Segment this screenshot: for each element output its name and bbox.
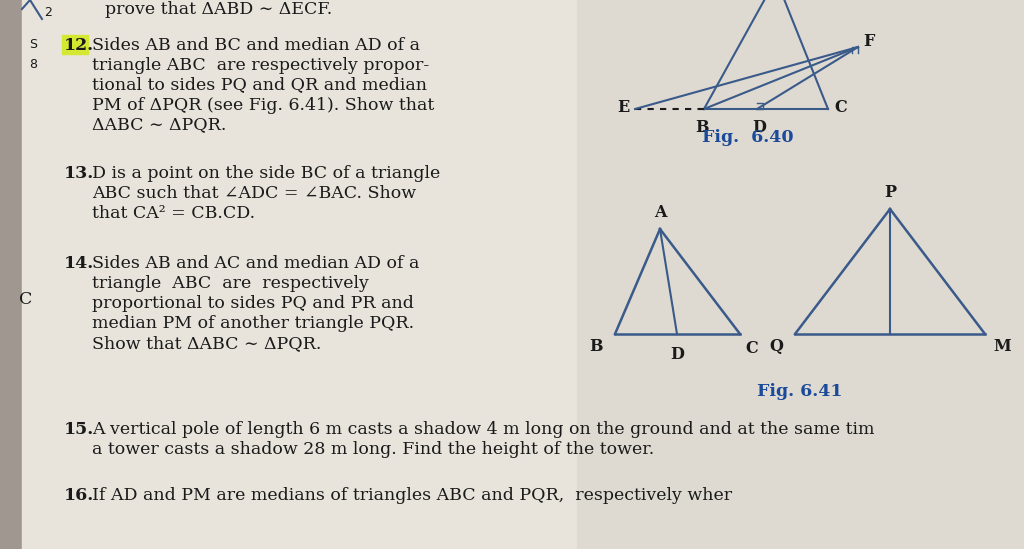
Text: prove that ΔABD ∼ ΔECF.: prove that ΔABD ∼ ΔECF. bbox=[105, 1, 332, 18]
Text: A: A bbox=[653, 204, 667, 221]
Text: triangle  ABC  are  respectively: triangle ABC are respectively bbox=[92, 276, 369, 293]
Text: D is a point on the side BC of a triangle: D is a point on the side BC of a triangl… bbox=[92, 165, 440, 182]
Text: ΔABC ∼ ΔPQR.: ΔABC ∼ ΔPQR. bbox=[92, 116, 226, 133]
Text: 2: 2 bbox=[44, 7, 52, 20]
Text: C: C bbox=[745, 340, 758, 357]
Text: Fig.  6.40: Fig. 6.40 bbox=[702, 128, 794, 145]
Text: 14.: 14. bbox=[63, 255, 94, 272]
Text: tional to sides PQ and QR and median: tional to sides PQ and QR and median bbox=[92, 76, 427, 93]
Text: Fig. 6.41: Fig. 6.41 bbox=[758, 383, 843, 400]
Text: a tower casts a shadow 28 m long. Find the height of the tower.: a tower casts a shadow 28 m long. Find t… bbox=[92, 441, 654, 458]
Text: that CA² = CB.CD.: that CA² = CB.CD. bbox=[92, 204, 255, 221]
Text: E: E bbox=[616, 98, 629, 115]
Bar bbox=[0, 0, 22, 549]
Text: F: F bbox=[863, 33, 874, 51]
Bar bbox=[22, 0, 577, 549]
Text: S: S bbox=[29, 38, 37, 52]
Text: C: C bbox=[834, 98, 847, 115]
Text: proportional to sides PQ and PR and: proportional to sides PQ and PR and bbox=[92, 295, 414, 312]
Text: M: M bbox=[993, 338, 1011, 355]
Text: triangle ABC  are respectively propor-: triangle ABC are respectively propor- bbox=[92, 57, 429, 74]
Bar bbox=[62, 35, 88, 54]
Bar bbox=[577, 0, 1024, 549]
Text: C: C bbox=[19, 290, 33, 307]
Text: Q: Q bbox=[769, 338, 783, 355]
Text: B: B bbox=[695, 119, 709, 136]
Text: 15.: 15. bbox=[63, 422, 94, 439]
Text: Sides AB and BC and median AD of a: Sides AB and BC and median AD of a bbox=[92, 36, 420, 53]
Text: 8: 8 bbox=[29, 59, 37, 71]
Text: ABC such that ∠ADC = ∠BAC. Show: ABC such that ∠ADC = ∠BAC. Show bbox=[92, 184, 416, 201]
Text: Show that ΔABC ∼ ΔPQR.: Show that ΔABC ∼ ΔPQR. bbox=[92, 335, 322, 352]
Text: A vertical pole of length 6 m casts a shadow 4 m long on the ground and at the s: A vertical pole of length 6 m casts a sh… bbox=[92, 422, 874, 439]
Text: D: D bbox=[670, 346, 684, 363]
Text: If AD and PM are medians of triangles ABC and PQR,  respectively wher: If AD and PM are medians of triangles AB… bbox=[92, 486, 732, 503]
Text: 16.: 16. bbox=[63, 486, 94, 503]
Text: 13.: 13. bbox=[63, 165, 94, 182]
Text: PM of ΔPQR (see Fig. 6.41). Show that: PM of ΔPQR (see Fig. 6.41). Show that bbox=[92, 97, 434, 114]
Text: P: P bbox=[884, 184, 896, 201]
Text: B: B bbox=[590, 338, 603, 355]
Text: D: D bbox=[752, 119, 766, 136]
Text: 12.: 12. bbox=[63, 36, 94, 53]
Text: Sides AB and AC and median AD of a: Sides AB and AC and median AD of a bbox=[92, 255, 420, 272]
Text: median PM of another triangle PQR.: median PM of another triangle PQR. bbox=[92, 316, 414, 333]
